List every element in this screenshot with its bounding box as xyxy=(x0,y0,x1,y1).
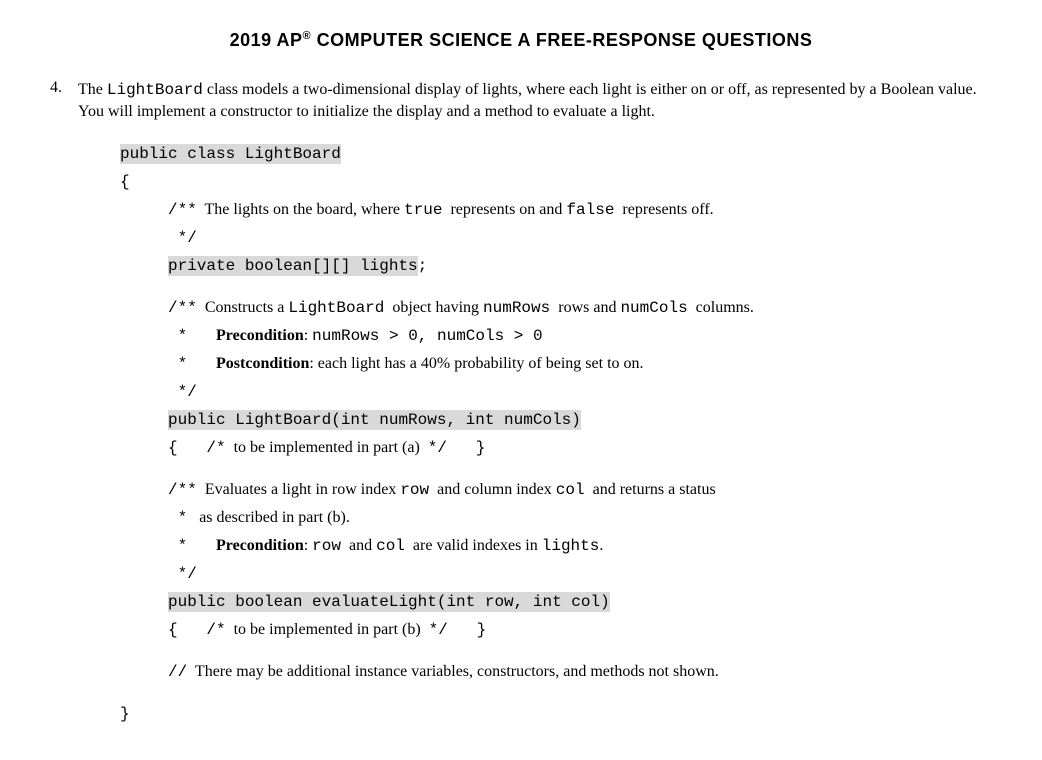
field-decl-text: private boolean[][] lights xyxy=(168,256,418,276)
impl-a-open: { xyxy=(168,439,206,457)
star4: * xyxy=(168,537,187,555)
comment3-period: . xyxy=(599,537,603,554)
field-declaration: private boolean[][] lights; xyxy=(168,254,992,278)
class-decl-text: public class LightBoard xyxy=(120,144,341,164)
header-ap: AP xyxy=(277,30,303,50)
page-title: 2019 AP® COMPUTER SCIENCE A FREE-RESPONS… xyxy=(50,30,992,51)
impl-b-open: { xyxy=(168,621,206,639)
star3: * xyxy=(168,509,187,527)
constructor-signature: public LightBoard(int numRows, int numCo… xyxy=(168,408,992,432)
method-signature: public boolean evaluateLight(int row, in… xyxy=(168,590,992,614)
intro-part2: class models a two-dimensional display o… xyxy=(78,81,977,120)
star1: * xyxy=(168,327,187,345)
comment1-text: The lights on the board, where xyxy=(197,201,404,218)
comment2-l1g: columns. xyxy=(688,299,754,316)
comment3-open: /** xyxy=(168,481,197,499)
open-brace: { xyxy=(120,170,992,194)
comment1-end: represents off. xyxy=(614,201,713,218)
comment3-l1a: Evaluates a light in row index xyxy=(197,481,401,498)
comment3-l3e: lights xyxy=(542,537,600,555)
comment3-line3: * Precondition: row and col are valid in… xyxy=(168,534,992,558)
impl-b-slash1: /* xyxy=(206,621,225,639)
comment2-l1d: numRows xyxy=(483,299,550,317)
slash-slash: // xyxy=(168,663,187,681)
question-text: The LightBoard class models a two-dimens… xyxy=(78,79,992,124)
impl-a-slash1: /* xyxy=(206,439,225,457)
comment2-l1c: object having xyxy=(384,299,483,316)
star2: * xyxy=(168,355,187,373)
comment3-l3b: and xyxy=(341,537,376,554)
impl-b-slash2: */ xyxy=(429,621,448,639)
comment2-l1a: Constructs a xyxy=(197,299,289,316)
comment3-close: */ xyxy=(168,562,992,586)
comment2-line3: * Postcondition: each light has a 40% pr… xyxy=(168,352,992,376)
comment2-line2: * Precondition: numRows > 0, numCols > 0 xyxy=(168,324,992,348)
intro-part1: The xyxy=(78,81,107,98)
kw-false: false xyxy=(566,201,614,219)
trailing-comment: // There may be additional instance vari… xyxy=(168,660,992,684)
postcond-text: : each light has a 40% probability of be… xyxy=(309,355,643,372)
registered-mark: ® xyxy=(303,30,312,42)
comment3-line1: /** Evaluates a light in row index row a… xyxy=(168,478,992,502)
comment2-line1: /** Constructs a LightBoard object havin… xyxy=(168,296,992,320)
comment3-l3c: col xyxy=(376,537,405,555)
comment1-mid: represents on and xyxy=(442,201,566,218)
comment3-l1b: row xyxy=(400,481,429,499)
comment1-line1: /** The lights on the board, where true … xyxy=(168,198,992,222)
precond-code: numRows > 0, numCols > 0 xyxy=(312,327,542,345)
colon1: : xyxy=(304,327,312,344)
question-block: 4. The LightBoard class models a two-dim… xyxy=(50,79,992,124)
comment2-l1f: numCols xyxy=(620,299,687,317)
class-declaration: public class LightBoard xyxy=(120,142,992,166)
trailing-text: There may be additional instance variabl… xyxy=(187,663,719,680)
class-body: /** The lights on the board, where true … xyxy=(120,198,992,684)
code-block: public class LightBoard { /** The lights… xyxy=(120,142,992,726)
impl-b-close: } xyxy=(448,621,486,639)
impl-b-text: to be implemented in part (b) xyxy=(226,621,429,638)
precond2-label: Precondition xyxy=(216,537,304,554)
comment1-close: */ xyxy=(168,226,992,250)
method-sig-text: public boolean evaluateLight(int row, in… xyxy=(168,592,610,612)
comment3-l3d: are valid indexes in xyxy=(405,537,542,554)
method-body: { /* to be implemented in part (b) */ } xyxy=(168,618,992,642)
comment3-l2: as described in part (b). xyxy=(187,509,350,526)
ctor-sig-text: public LightBoard(int numRows, int numCo… xyxy=(168,410,581,430)
field-semicolon: ; xyxy=(418,257,428,275)
header-rest: COMPUTER SCIENCE A FREE-RESPONSE QUESTIO… xyxy=(311,30,812,50)
question-number: 4. xyxy=(50,79,78,124)
comment3-l3a: row xyxy=(312,537,341,555)
comment3-l1c: and column index xyxy=(429,481,556,498)
comment3-l1d: col xyxy=(556,481,585,499)
impl-a-text: to be implemented in part (a) xyxy=(226,439,428,456)
comment1-open: /** xyxy=(168,201,197,219)
constructor-body: { /* to be implemented in part (a) */ } xyxy=(168,436,992,460)
comment3-l1e: and returns a status xyxy=(585,481,716,498)
kw-true: true xyxy=(404,201,442,219)
precond-label: Precondition xyxy=(216,327,304,344)
postcond-label: Postcondition xyxy=(216,355,309,372)
header-year: 2019 xyxy=(230,30,272,50)
impl-a-slash2: */ xyxy=(428,439,447,457)
impl-a-close: } xyxy=(447,439,485,457)
comment2-open: /** xyxy=(168,299,197,317)
class-name-inline: LightBoard xyxy=(107,81,203,99)
comment2-l1b: LightBoard xyxy=(288,299,384,317)
comment2-l1e: rows and xyxy=(550,299,620,316)
comment3-line2: * as described in part (b). xyxy=(168,506,992,530)
close-brace: } xyxy=(120,702,992,726)
colon2: : xyxy=(304,537,312,554)
comment2-close: */ xyxy=(168,380,992,404)
